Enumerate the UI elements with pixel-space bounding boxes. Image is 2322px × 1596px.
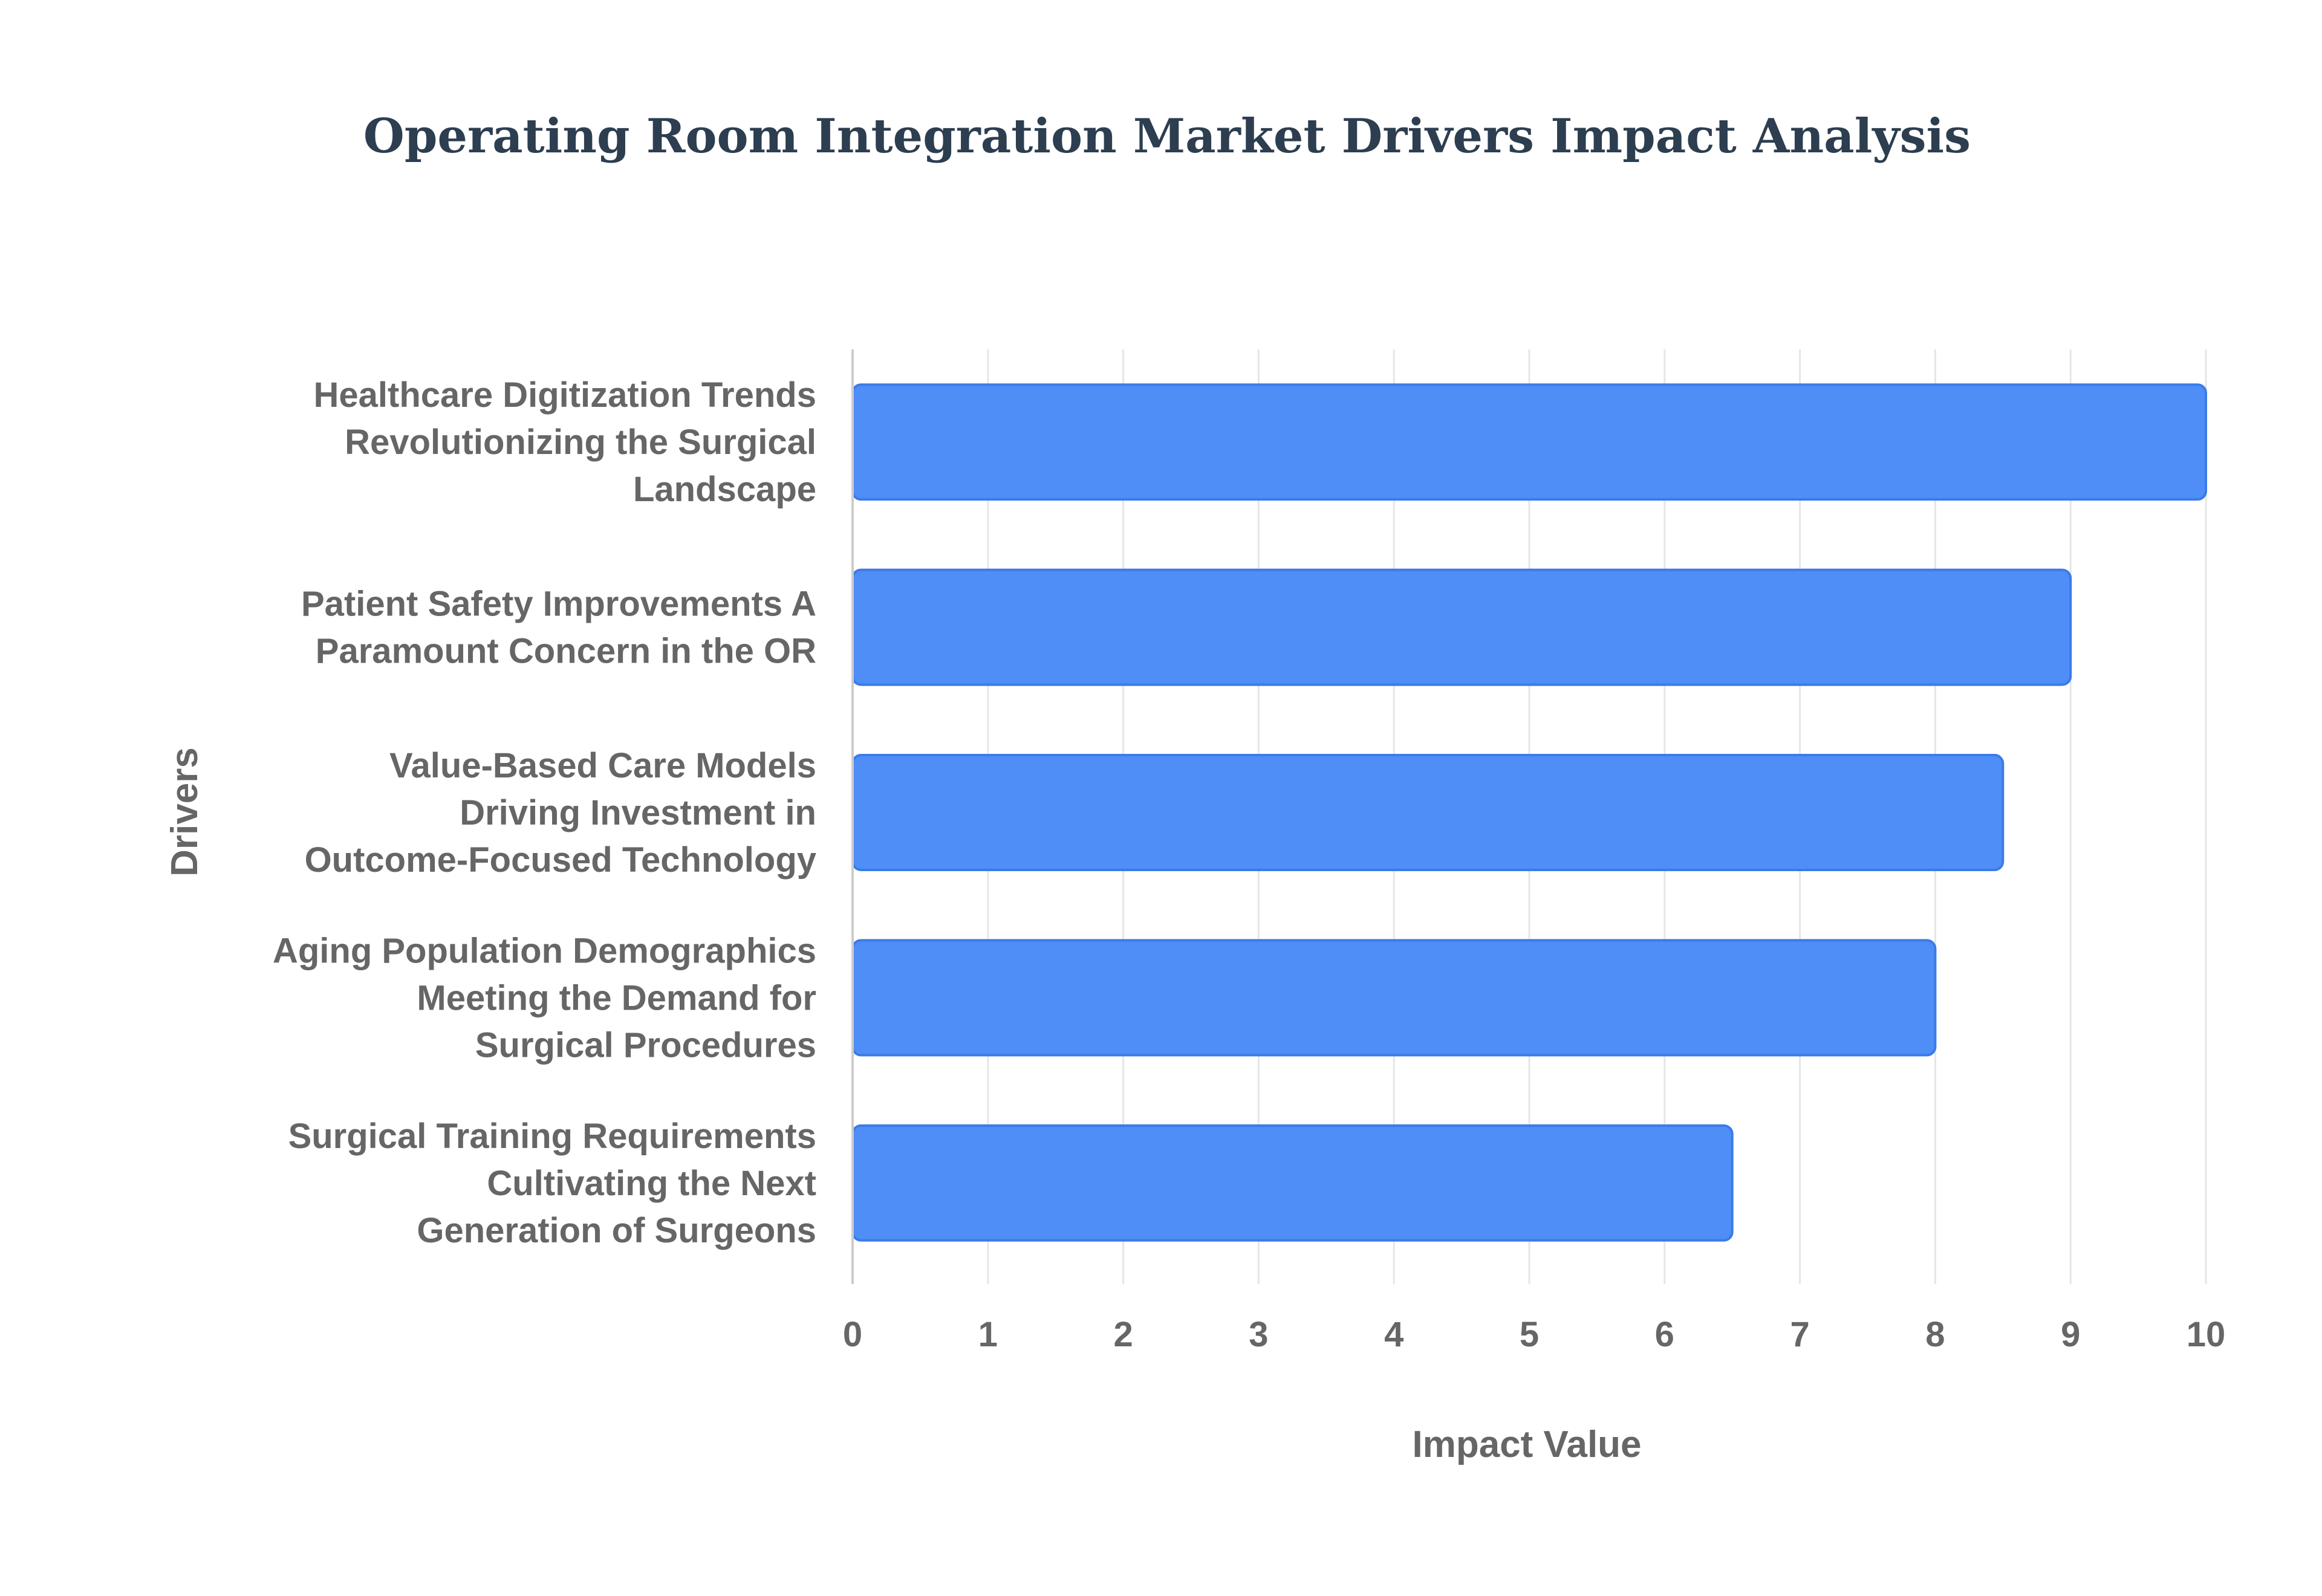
x-tick-label: 2 xyxy=(1113,1315,1133,1354)
bars xyxy=(851,383,2207,1242)
x-tick-label: 7 xyxy=(1790,1315,1809,1354)
x-tick-labels: 0 1 2 3 4 5 6 7 8 9 10 xyxy=(843,1315,2225,1354)
bar xyxy=(851,754,2005,871)
y-tick-label-line: Healthcare Digitization Trends xyxy=(313,375,816,415)
y-axis-title: Drivers xyxy=(164,747,206,877)
x-tick-label: 8 xyxy=(1925,1315,1945,1354)
y-tick-label: Patient Safety Improvements A Paramount C… xyxy=(301,585,816,671)
y-tick-label: Value-Based Care Models Driving Investmen… xyxy=(305,746,816,880)
bar xyxy=(851,939,1937,1057)
y-tick-label-line: Patient Safety Improvements A xyxy=(301,585,816,624)
x-axis-title: Impact Value xyxy=(1412,1424,1641,1465)
y-tick-label: Aging Population Demographics Meeting the… xyxy=(273,931,816,1065)
chart-title: Operating Room Integration Market Driver… xyxy=(363,109,1971,164)
x-tick-label: 5 xyxy=(1520,1315,1539,1354)
x-tick-label: 1 xyxy=(978,1315,998,1354)
bar xyxy=(851,383,2207,501)
y-tick-label-line: Driving Investment in xyxy=(460,793,816,832)
y-tick-label-line: Generation of Surgeons xyxy=(417,1211,816,1250)
bar xyxy=(851,1124,1734,1242)
y-tick-label-line: Outcome-Focused Technology xyxy=(305,840,816,880)
y-tick-label-line: Landscape xyxy=(633,470,816,509)
x-tick-label: 0 xyxy=(843,1315,862,1354)
y-tick-label-line: Paramount Concern in the OR xyxy=(316,632,816,671)
y-tick-label-line: Value-Based Care Models xyxy=(389,746,816,785)
x-tick-label: 3 xyxy=(1249,1315,1268,1354)
y-tick-label: Surgical Training Requirements Cultivatin… xyxy=(288,1117,816,1250)
y-tick-label-line: Cultivating the Next xyxy=(487,1164,816,1203)
y-tick-label-line: Meeting the Demand for xyxy=(417,978,816,1017)
x-tick-label: 4 xyxy=(1384,1315,1403,1354)
y-tick-labels: Healthcare Digitization Trends Revolution… xyxy=(273,375,816,1250)
y-tick-label-line: Surgical Training Requirements xyxy=(288,1117,816,1156)
y-tick-label-line: Revolutionizing the Surgical xyxy=(345,423,816,462)
bar xyxy=(851,568,2072,686)
x-tick-label: 9 xyxy=(2061,1315,2080,1354)
x-tick-label: 6 xyxy=(1655,1315,1674,1354)
y-tick-label: Healthcare Digitization Trends Revolution… xyxy=(313,375,816,509)
x-tick-label: 10 xyxy=(2187,1315,2226,1354)
y-tick-label-line: Aging Population Demographics xyxy=(273,931,816,970)
y-tick-label-line: Surgical Procedures xyxy=(475,1025,816,1065)
